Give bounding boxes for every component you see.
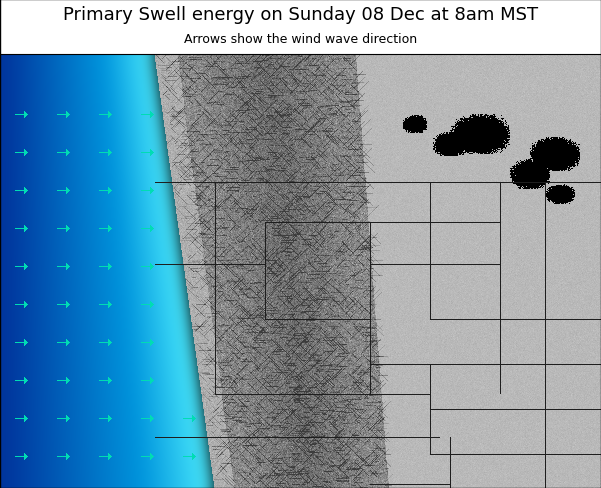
Text: Arrows show the wind wave direction: Arrows show the wind wave direction	[184, 33, 417, 46]
Bar	[0, 0, 601, 55]
Text: Primary Swell energy on Sunday 08 Dec at 8am MST: Primary Swell energy on Sunday 08 Dec at…	[63, 6, 538, 24]
